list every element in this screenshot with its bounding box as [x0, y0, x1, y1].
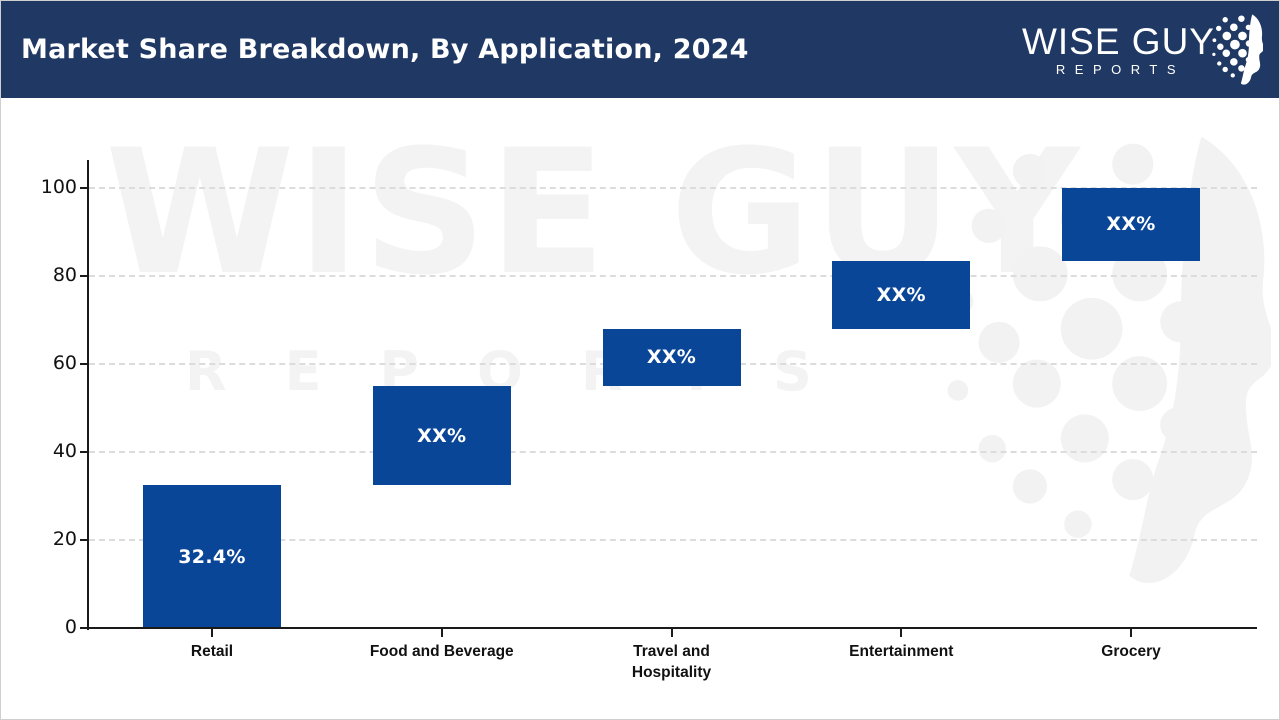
- y-tick-label-60: 60: [52, 352, 77, 374]
- y-tick-80: [80, 275, 88, 277]
- category-label-entertainment: Entertainment: [849, 643, 954, 660]
- bar-travel-and-hospitality: XX%: [602, 328, 741, 386]
- bar-value-label-grocery: XX%: [1106, 213, 1156, 236]
- gridline-20: [89, 539, 1257, 541]
- gridline-80: [89, 275, 1257, 277]
- y-tick-100: [80, 187, 88, 189]
- category-label-travel-and-hospitality: Travel and Hospitality: [631, 643, 712, 681]
- bar-value-label-entertainment: XX%: [876, 283, 926, 306]
- page-title: Market Share Breakdown, By Application, …: [21, 34, 749, 65]
- watermark-reports-text: REPORTS: [185, 340, 870, 403]
- header: Market Share Breakdown, By Application, …: [1, 1, 1279, 98]
- y-tick-40: [80, 451, 88, 453]
- bar-retail: 32.4%: [143, 485, 281, 628]
- y-axis: [87, 160, 89, 630]
- x-tick-grocery: [1130, 629, 1132, 637]
- x-tick-travel-and-hospitality: [670, 629, 673, 637]
- y-tick-0: [80, 627, 88, 629]
- logo-wordmark: WISE GUY REPORTS: [1021, 20, 1215, 78]
- x-axis: [87, 627, 1257, 629]
- bar-value-label-food-and-beverage: XX%: [417, 424, 467, 447]
- y-tick-label-40: 40: [52, 440, 77, 462]
- waterfall-chart: WISE GUY REPORTS 0 20 40 60 80 100 32.4% Retail…: [1, 98, 1279, 719]
- category-label-retail: Retail: [190, 643, 234, 660]
- bar-value-label-retail: 32.4%: [178, 545, 246, 568]
- y-tick-label-20: 20: [52, 528, 77, 550]
- category-label-food-and-beverage: Food and Beverage: [369, 643, 514, 660]
- bar-entertainment: XX%: [832, 260, 971, 329]
- y-tick-60: [80, 363, 88, 365]
- bar-grocery: XX%: [1062, 188, 1200, 261]
- y-tick-label-0: 0: [64, 616, 77, 638]
- logo: WISE GUY REPORTS: [1022, 7, 1263, 93]
- logo-wordmark-line1: WISE GUY: [1021, 20, 1215, 62]
- x-tick-retail: [211, 629, 213, 637]
- y-tick-label-100: 100: [40, 176, 77, 198]
- y-tick-label-80: 80: [52, 264, 77, 286]
- gridline-100: [89, 187, 1257, 189]
- gridline-40: [89, 451, 1257, 453]
- logo-wordmark-line2: REPORTS: [1055, 62, 1186, 78]
- bar-value-label-travel-and-hospitality: XX%: [646, 346, 697, 369]
- head-dots-icon: [1209, 12, 1263, 88]
- category-label-grocery: Grocery: [1101, 643, 1161, 660]
- x-tick-food-and-beverage: [440, 629, 443, 637]
- bar-food-and-beverage: XX%: [372, 386, 511, 486]
- x-tick-entertainment: [900, 629, 903, 637]
- y-tick-20: [80, 539, 88, 541]
